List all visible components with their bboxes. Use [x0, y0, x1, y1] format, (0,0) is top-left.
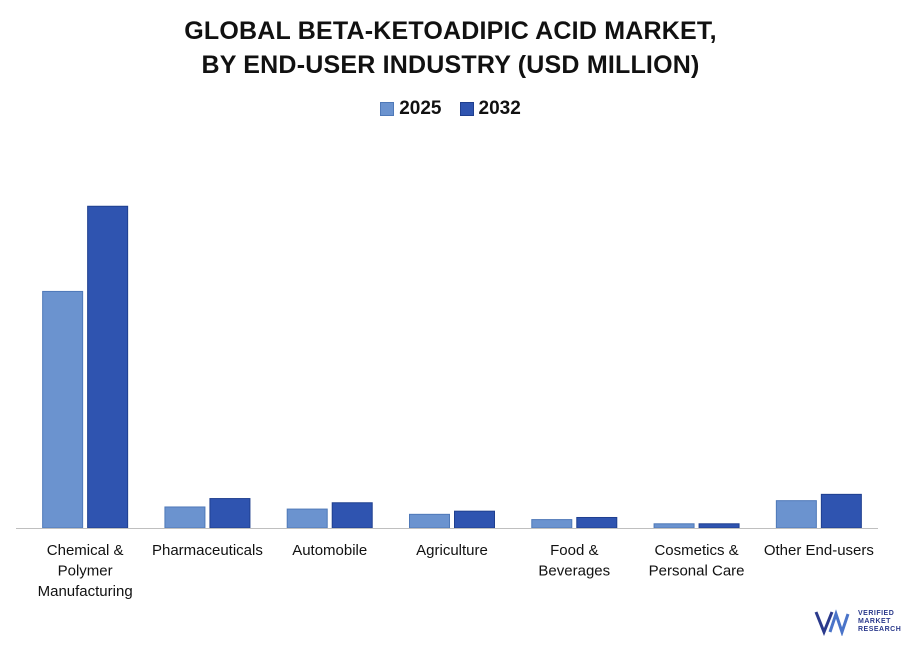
logo-text-line-3: RESEARCH: [858, 626, 901, 633]
legend-swatch-2032: [459, 102, 474, 116]
bar-2032-1: [209, 498, 251, 529]
bar-2032-0: [87, 205, 129, 529]
legend-label-2032: 2032: [478, 98, 521, 119]
x-tick-label-5: Cosmetics & Personal Care: [649, 542, 745, 580]
x-tick-label-6: Other End-users: [764, 542, 874, 559]
vmr-logo-icon: [814, 609, 850, 636]
brand-logo: VERIFIED MARKET RESEARCH: [814, 608, 901, 636]
chart-title: GLOBAL BETA-KETOADIPIC ACID MARKET, BY E…: [0, 14, 901, 82]
legend-label-2025: 2025: [399, 98, 442, 119]
logo-text-line-1: VERIFIED: [858, 610, 895, 617]
bar-2025-6: [775, 500, 817, 529]
bar-2025-3: [409, 513, 450, 529]
legend-item-2025: 2025: [380, 98, 442, 120]
bar-2032-6: [820, 493, 862, 529]
chart-title-line-1: GLOBAL BETA-KETOADIPIC ACID MARKET,: [184, 17, 717, 45]
x-tick-label-4: Food & Beverages: [538, 542, 610, 580]
logo-text: VERIFIED MARKET RESEARCH: [858, 610, 901, 634]
bar-2032-3: [454, 510, 495, 529]
legend-swatch-2025: [380, 102, 395, 116]
legend-item-2032: 2032: [459, 98, 521, 120]
x-tick-label-0: Chemical & Polymer Manufacturing: [38, 542, 133, 600]
logo-text-line-2: MARKET: [858, 618, 891, 625]
bar-2032-4: [576, 516, 618, 529]
bar-2032-5: [698, 523, 740, 529]
bar-2025-1: [164, 506, 206, 529]
bar-2025-4: [531, 519, 573, 529]
chart-legend: 2025 2032: [0, 98, 901, 120]
bar-2025-0: [42, 290, 84, 529]
bar-2025-5: [653, 523, 695, 529]
x-tick-label-1: Pharmaceuticals: [152, 542, 263, 559]
chart-title-line-2: BY END-USER INDUSTRY (USD MILLION): [201, 51, 700, 79]
x-tick-label-3: Agriculture: [416, 542, 488, 559]
x-tick-label-2: Automobile: [292, 542, 367, 559]
bar-2032-2: [331, 502, 373, 529]
bar-2025-2: [286, 508, 328, 529]
